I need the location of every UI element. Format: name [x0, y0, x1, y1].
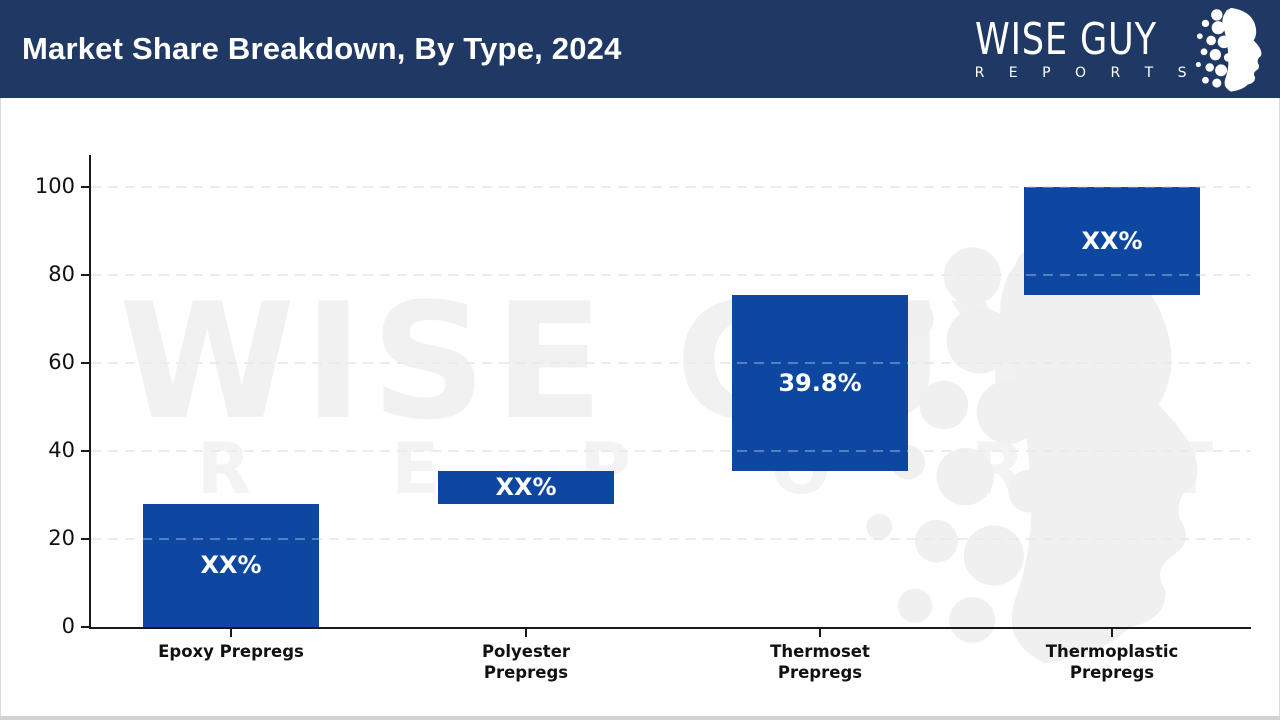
x-tick-mark: [819, 629, 821, 637]
bar-segment: XX%: [438, 470, 614, 504]
brand-logo: WISE GUY R E P O R T S: [975, 5, 1280, 93]
gridline: [91, 273, 1251, 276]
gridline-overlay: [91, 537, 1251, 540]
x-tick-mark: [230, 629, 232, 637]
y-tick-label: 0: [61, 614, 75, 638]
brand-logo-text: WISE GUY R E P O R T S: [974, 13, 1202, 81]
y-tick-label: 80: [48, 261, 75, 286]
x-tick-mark: [1111, 629, 1113, 637]
bar-segment: XX%: [1024, 186, 1200, 296]
bar-value-label: 39.8%: [778, 368, 862, 397]
y-tick-label: 20: [48, 525, 75, 550]
brand-face-icon: [1195, 7, 1262, 92]
bar-value-label: XX%: [495, 473, 557, 502]
x-axis-line: [89, 627, 1251, 629]
x-tick-label: Thermoplastic Prepregs: [1045, 642, 1179, 683]
y-tick-mark: [81, 537, 89, 540]
watermark-brand-text: WISE GUY: [119, 268, 1077, 455]
gridline: [91, 537, 1251, 540]
gridline-overlay: [91, 185, 1251, 188]
y-tick-mark: [81, 626, 89, 628]
bar-segment: XX%: [143, 503, 319, 627]
bar-segment: 39.8%: [732, 295, 908, 471]
y-tick-mark: [81, 361, 89, 364]
page-title: Market Share Breakdown, By Type, 2024: [22, 31, 622, 66]
gridline: [91, 185, 1251, 188]
y-tick-label: 100: [34, 173, 75, 198]
x-tick-label: Thermoset Prepregs: [770, 642, 870, 683]
y-tick-mark: [81, 185, 89, 188]
bar-value-label: XX%: [200, 551, 262, 580]
bottom-border-strip: [0, 716, 1280, 720]
y-tick-label: 60: [48, 349, 75, 374]
gridline: [91, 361, 1251, 364]
y-tick-label: 40: [48, 437, 75, 462]
x-tick-mark: [525, 629, 527, 637]
gridline-overlay: [91, 449, 1251, 452]
brand-name: WISE GUY: [974, 13, 1157, 65]
gridline-overlay: [91, 361, 1251, 364]
y-tick-mark: [81, 449, 89, 452]
x-tick-label: Epoxy Prepregs: [158, 642, 304, 661]
bar-value-label: XX%: [1081, 226, 1143, 255]
gridline-overlay: [91, 273, 1251, 276]
y-axis-line: [89, 155, 91, 629]
gridline: [91, 449, 1251, 452]
y-tick-mark: [81, 273, 89, 276]
brand-subtitle: R E P O R T S: [974, 64, 1197, 81]
x-tick-label: Polyester Prepregs: [481, 642, 571, 683]
header-bar: Market Share Breakdown, By Type, 2024 WI…: [0, 0, 1280, 98]
chart-canvas: WISE GUY R E P O R T S XX%XX%39.8%XX%020…: [0, 98, 1280, 716]
